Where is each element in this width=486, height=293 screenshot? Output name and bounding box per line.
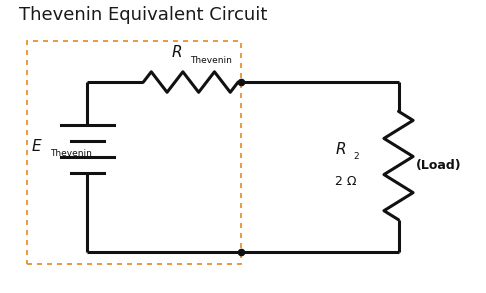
Text: 2 Ω: 2 Ω [335, 175, 357, 188]
Text: R: R [171, 45, 182, 60]
Bar [27, 41, 241, 264]
Text: 2: 2 [354, 152, 360, 161]
Text: Thevenin Equivalent Circuit: Thevenin Equivalent Circuit [19, 6, 268, 24]
Text: Thevenin: Thevenin [50, 149, 92, 158]
Text: Thevenin: Thevenin [190, 56, 232, 64]
Text: E: E [32, 139, 41, 154]
Text: (Load): (Load) [416, 159, 461, 172]
Text: R: R [335, 142, 346, 157]
